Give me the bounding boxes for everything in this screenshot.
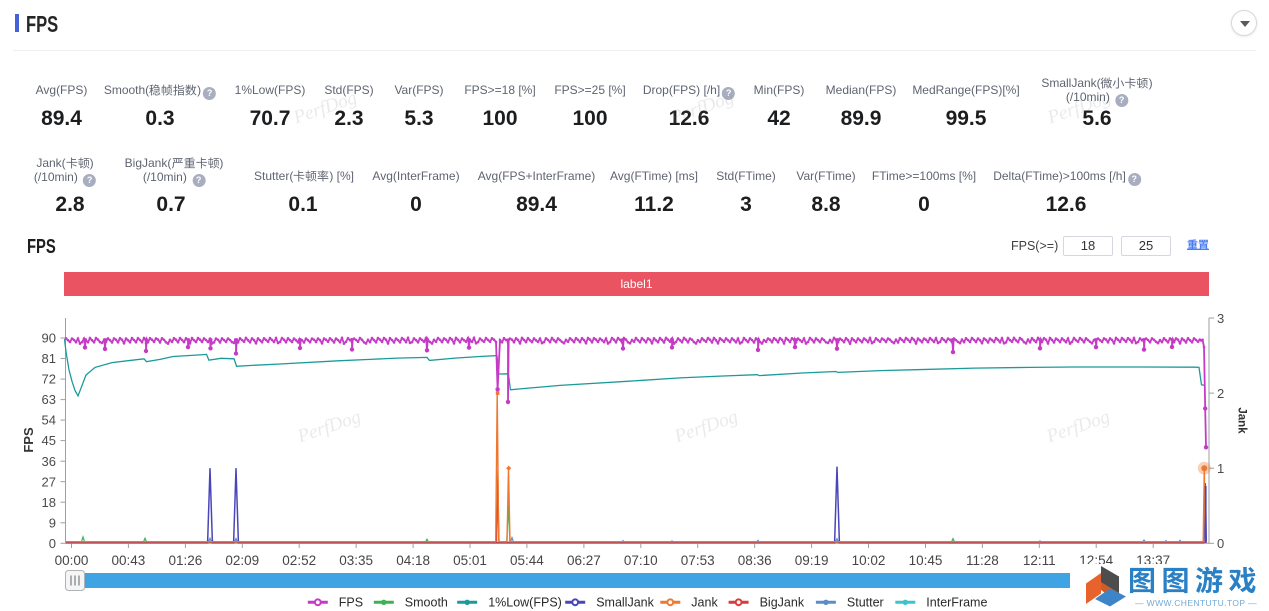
svg-text:BigJank: BigJank [760, 596, 805, 610]
svg-text:Jank: Jank [691, 596, 718, 610]
svg-text:06:27: 06:27 [567, 553, 601, 568]
svg-text:0: 0 [1217, 536, 1224, 551]
svg-text:05:44: 05:44 [510, 553, 544, 568]
svg-text:9: 9 [49, 515, 56, 530]
svg-text:02:09: 02:09 [225, 553, 259, 568]
svg-text:45: 45 [42, 433, 56, 448]
svg-text:1%Low(FPS): 1%Low(FPS) [488, 596, 562, 610]
svg-text:81: 81 [42, 351, 56, 366]
svg-text:63: 63 [42, 392, 56, 407]
svg-text:FPS: FPS [339, 596, 363, 610]
svg-text:72: 72 [42, 372, 56, 387]
svg-text:05:01: 05:01 [453, 553, 487, 568]
svg-text:90: 90 [42, 331, 56, 346]
svg-text:Smooth: Smooth [405, 596, 448, 610]
svg-text:12:11: 12:11 [1023, 553, 1056, 568]
svg-text:10:02: 10:02 [852, 553, 886, 568]
svg-text:FPS: FPS [21, 427, 36, 453]
svg-text:09:19: 09:19 [795, 553, 829, 568]
svg-text:11:28: 11:28 [966, 553, 999, 568]
svg-text:54: 54 [42, 413, 56, 428]
svg-text:03:35: 03:35 [339, 553, 373, 568]
svg-text:2: 2 [1217, 386, 1224, 401]
svg-text:PerfDog: PerfDog [294, 406, 364, 447]
svg-text:01:26: 01:26 [169, 553, 203, 568]
svg-text:PerfDog: PerfDog [671, 406, 741, 447]
svg-text:PerfDog: PerfDog [290, 87, 360, 128]
svg-text:27: 27 [42, 474, 56, 489]
svg-text:SmallJank: SmallJank [596, 596, 654, 610]
svg-text:07:10: 07:10 [624, 553, 658, 568]
svg-text:3: 3 [1217, 311, 1224, 326]
svg-text:PerfDog: PerfDog [1044, 87, 1114, 128]
svg-text:00:43: 00:43 [112, 553, 146, 568]
svg-text:08:36: 08:36 [738, 553, 772, 568]
svg-text:04:18: 04:18 [396, 553, 430, 568]
svg-text:00:00: 00:00 [55, 553, 89, 568]
svg-text:10:45: 10:45 [909, 553, 943, 568]
svg-text:InterFrame: InterFrame [926, 596, 987, 610]
svg-text:36: 36 [42, 454, 56, 469]
svg-text:PerfDog: PerfDog [667, 87, 737, 128]
svg-text:Stutter: Stutter [847, 596, 884, 610]
svg-text:07:53: 07:53 [681, 553, 715, 568]
svg-text:18: 18 [42, 495, 56, 510]
svg-text:PerfDog: PerfDog [1043, 406, 1113, 447]
svg-text:1: 1 [1217, 461, 1224, 476]
svg-text:Jank: Jank [1236, 407, 1248, 434]
svg-text:02:52: 02:52 [282, 553, 316, 568]
svg-text:0: 0 [49, 536, 56, 551]
